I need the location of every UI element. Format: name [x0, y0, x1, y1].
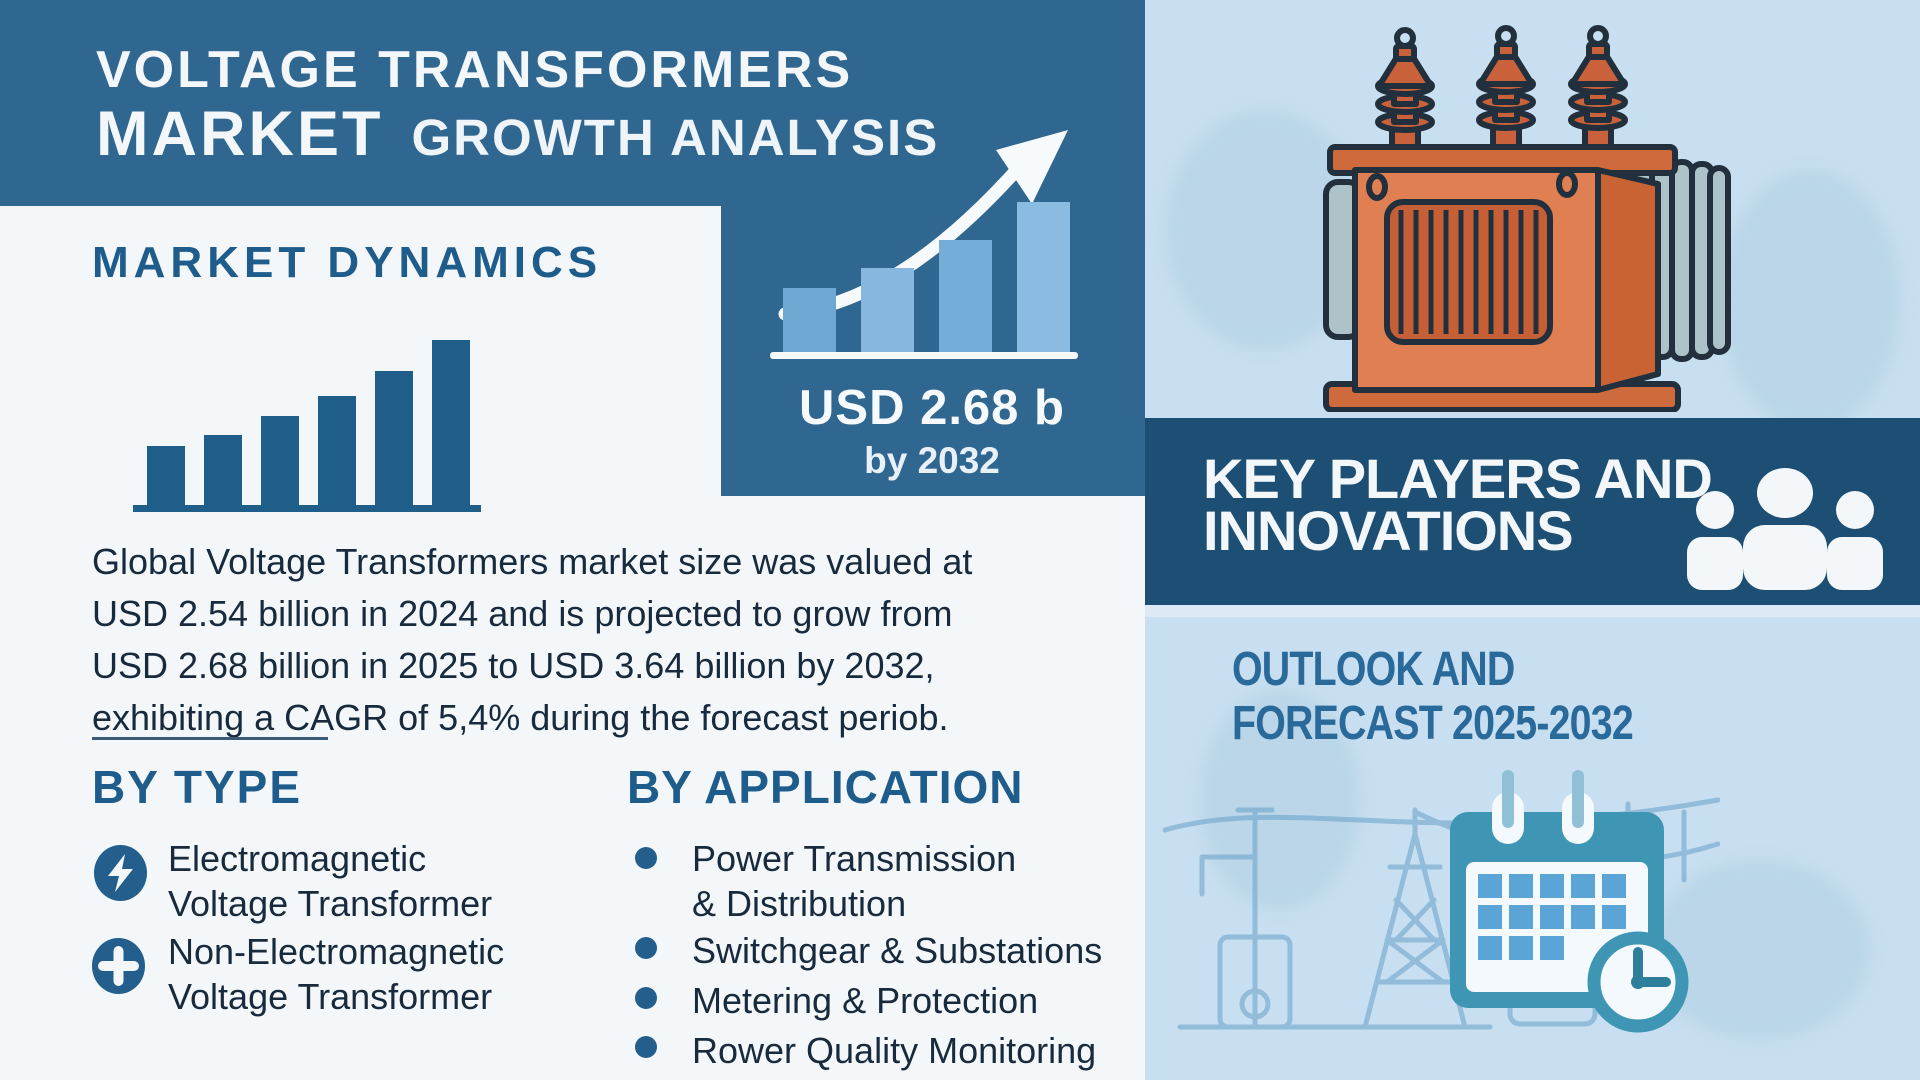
band-bottom-strip: [1145, 605, 1920, 617]
page-title-market: MARKET: [96, 99, 384, 169]
world-map-blob: [1650, 860, 1870, 1040]
application-item-label: Rower Quality Monitoring: [692, 1030, 1097, 1071]
calendar-clock-icon: [1450, 770, 1689, 1033]
market-value-period: by 2032: [864, 440, 1000, 481]
bar: [261, 416, 299, 505]
outlook-heading-line1: OUTLOOK AND: [1232, 643, 1515, 696]
outlook-heading-line2: FORECAST 2025-2032: [1232, 697, 1634, 750]
bullet-dot: [635, 987, 657, 1009]
application-item-label: Power Transmission & Distribution: [692, 838, 1017, 924]
bullet-dot: [635, 937, 657, 959]
type-item-label: Non-Electromagnetic Voltage Transformer: [168, 931, 505, 1017]
bar: [375, 371, 413, 505]
by-type-heading: BY TYPE: [92, 761, 302, 813]
bar: [432, 340, 470, 505]
page-title-line2: MARKET GROWTH ANALYSIS: [96, 98, 939, 170]
market-dynamics-chart-baseline: [133, 505, 481, 512]
by-application-heading: BY APPLICATION: [627, 761, 1024, 813]
section-divider: [92, 737, 328, 740]
bar: [783, 288, 836, 352]
bullet-dot: [635, 847, 657, 869]
bar: [318, 396, 356, 505]
type-item-label: Electromagnetic Voltage Transformer: [168, 838, 493, 924]
page-title-growth-analysis: GROWTH ANALYSIS: [411, 109, 940, 166]
highlight-chart-baseline: [770, 352, 1078, 359]
bar: [939, 240, 992, 352]
people-group-icon: [1687, 468, 1883, 590]
bullet-dot: [635, 1036, 657, 1058]
bar: [1017, 202, 1070, 352]
market-value-2032: USD 2.68 b: [799, 381, 1065, 435]
market-dynamics-heading: MARKET DYNAMICS: [92, 238, 603, 287]
bar: [204, 435, 242, 505]
world-map-blob: [1200, 690, 1360, 910]
highlight-bar-chart: [783, 202, 1070, 352]
application-item-label: Switchgear & Substations: [692, 930, 1103, 971]
lightning-icon: [94, 845, 147, 901]
key-players-heading-line2: INNOVATIONS: [1203, 499, 1574, 562]
key-players-heading-line1: KEY PLAYERS AND: [1203, 447, 1713, 510]
transformer-illustration: [1323, 22, 1731, 412]
market-dynamics-bar-chart: [147, 340, 470, 505]
page-title-line1: VOLTAGE TRANSFORMERS: [96, 41, 854, 99]
bar: [861, 268, 914, 352]
plus-icon: [92, 938, 145, 994]
world-map-blob: [1720, 170, 1900, 430]
market-description: Global Voltage Transformers market size …: [92, 541, 973, 738]
application-item-label: Metering & Protection: [692, 980, 1039, 1021]
bar: [147, 446, 185, 505]
